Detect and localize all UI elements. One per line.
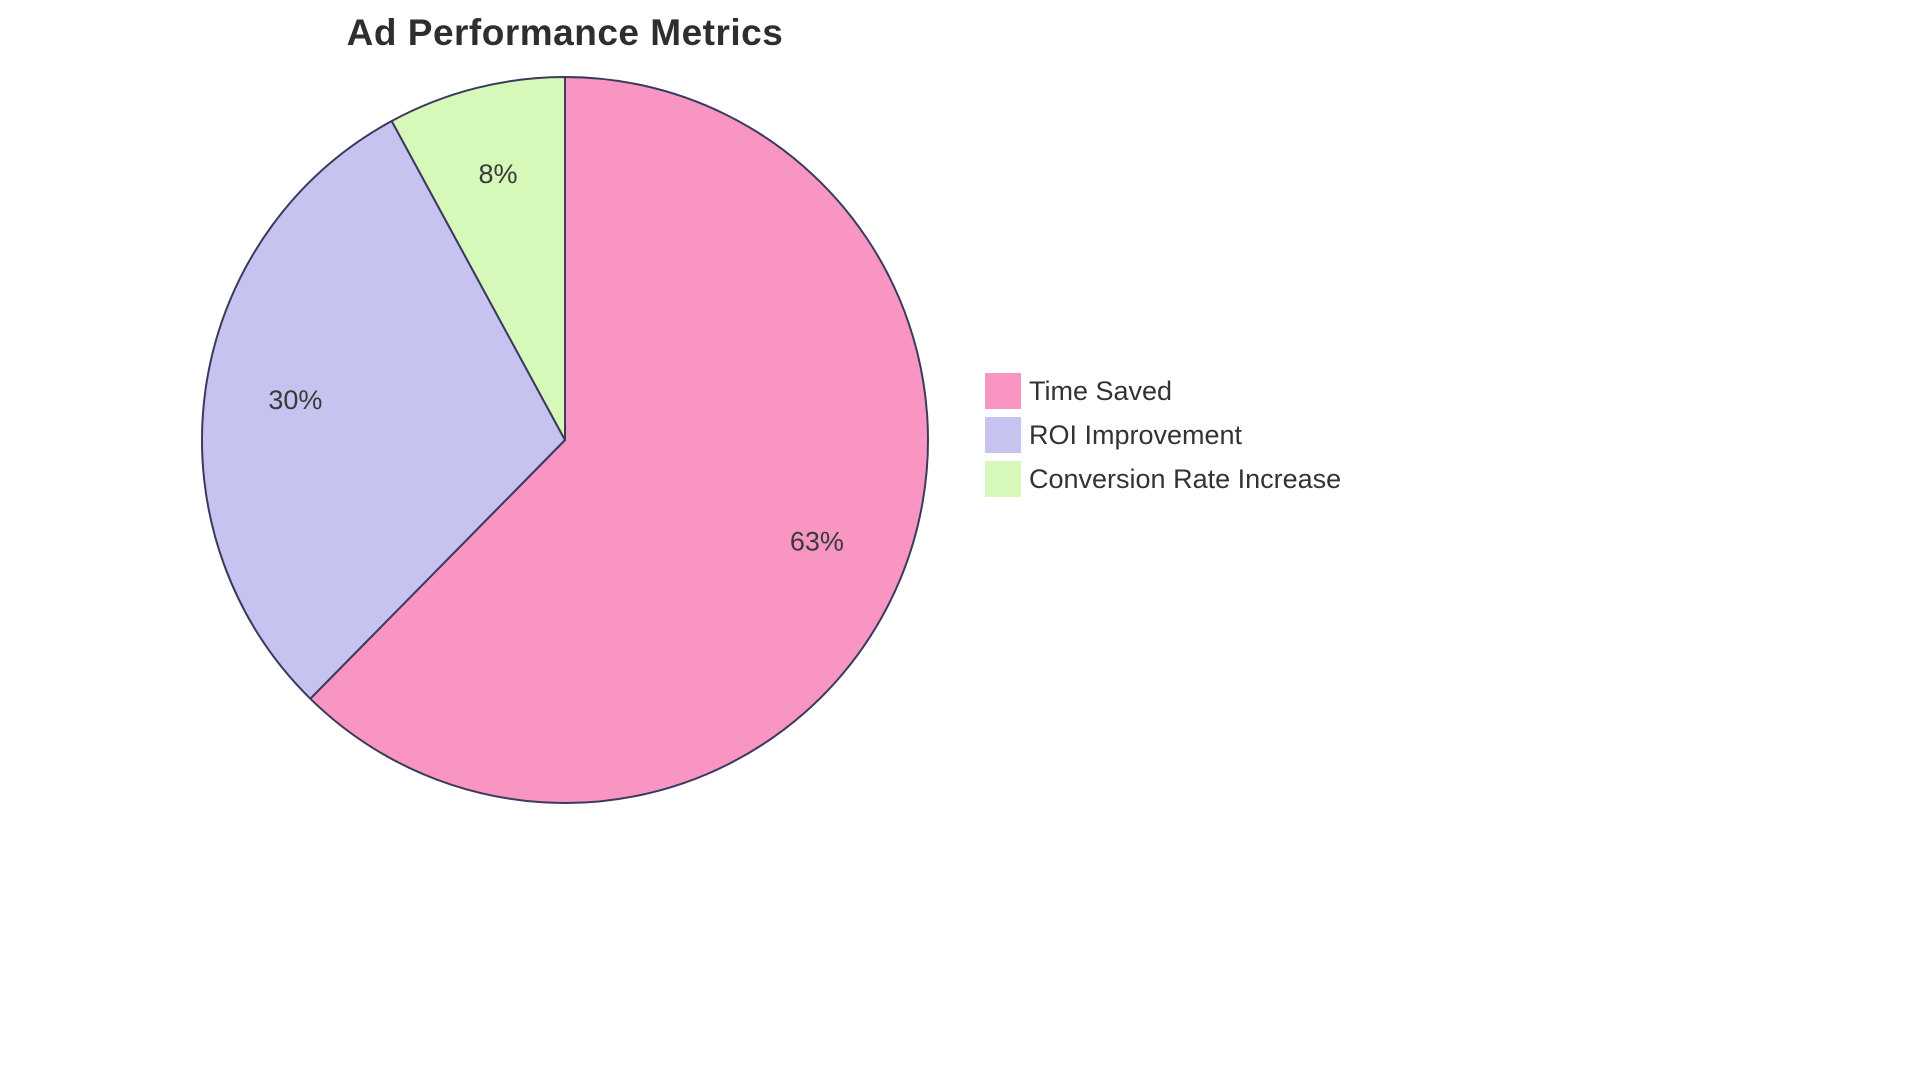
legend-swatch-roi-improvement [985, 417, 1021, 453]
legend-item-roi-improvement: ROI Improvement [985, 417, 1341, 453]
legend-item-conversion-rate-increase: Conversion Rate Increase [985, 461, 1341, 497]
pie-slice-conversion-rate-increase [390, 76, 566, 441]
chart-title: Ad Performance Metrics [346, 12, 784, 53]
legend: Time Saved ROI Improvement Conversion Rate… [985, 373, 1341, 505]
legend-label-roi-improvement: ROI Improvement [1029, 419, 1243, 450]
pie-slice-roi-improvement [201, 120, 566, 700]
slice-label-time-saved: 63% [790, 526, 844, 556]
legend-swatch-time-saved [985, 373, 1021, 409]
legend-item-time-saved: Time Saved [985, 373, 1341, 409]
legend-label-conversion-rate-increase: Conversion Rate Increase [1029, 463, 1342, 494]
pie-slice-time-saved [309, 76, 929, 804]
slice-label-conversion-rate-increase: 8% [478, 159, 517, 189]
legend-swatch-conversion-rate-increase [985, 461, 1021, 497]
legend-label-time-saved: Time Saved [1029, 375, 1173, 406]
slice-label-roi-improvement: 30% [268, 385, 322, 415]
